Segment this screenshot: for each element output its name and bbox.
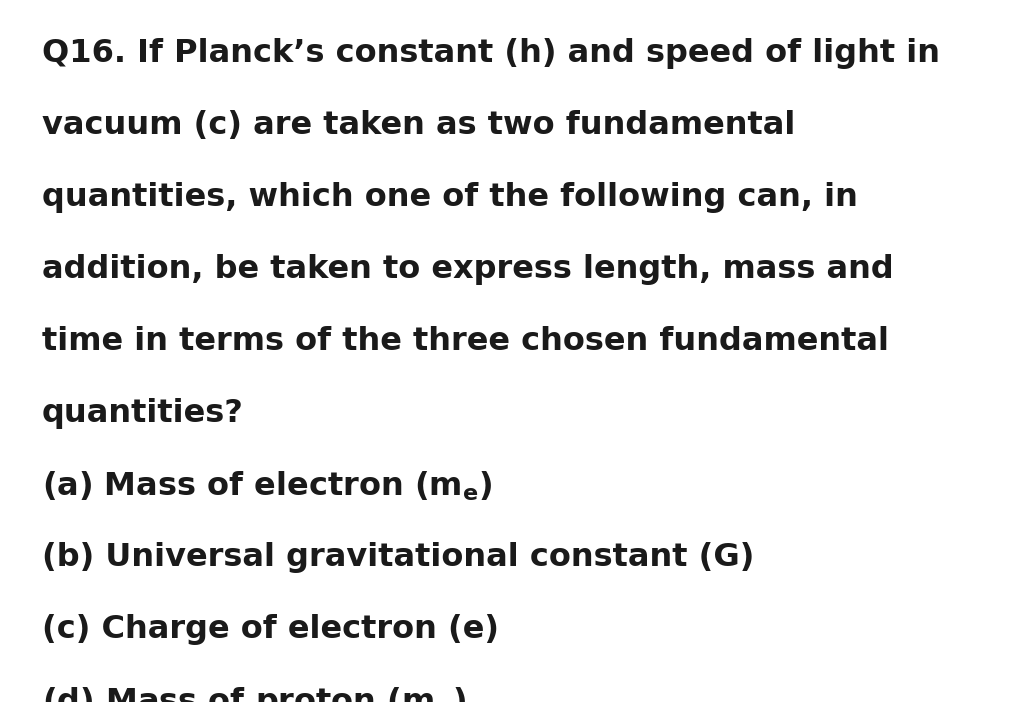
Text: (a) Mass of electron ($\mathbf{m_e}$): (a) Mass of electron ($\mathbf{m_e}$) bbox=[42, 470, 493, 503]
Text: (c) Charge of electron (e): (c) Charge of electron (e) bbox=[42, 614, 499, 645]
Text: vacuum (c) are taken as two fundamental: vacuum (c) are taken as two fundamental bbox=[42, 110, 796, 141]
Text: (d) Mass of proton ($\mathbf{m_p}$): (d) Mass of proton ($\mathbf{m_p}$) bbox=[42, 686, 466, 702]
Text: addition, be taken to express length, mass and: addition, be taken to express length, ma… bbox=[42, 254, 894, 285]
Text: (b) Universal gravitational constant (G): (b) Universal gravitational constant (G) bbox=[42, 542, 755, 573]
Text: time in terms of the three chosen fundamental: time in terms of the three chosen fundam… bbox=[42, 326, 889, 357]
Text: quantities?: quantities? bbox=[42, 398, 244, 429]
Text: quantities, which one of the following can, in: quantities, which one of the following c… bbox=[42, 182, 858, 213]
Text: Q16. If Planck’s constant (h) and speed of light in: Q16. If Planck’s constant (h) and speed … bbox=[42, 38, 940, 69]
